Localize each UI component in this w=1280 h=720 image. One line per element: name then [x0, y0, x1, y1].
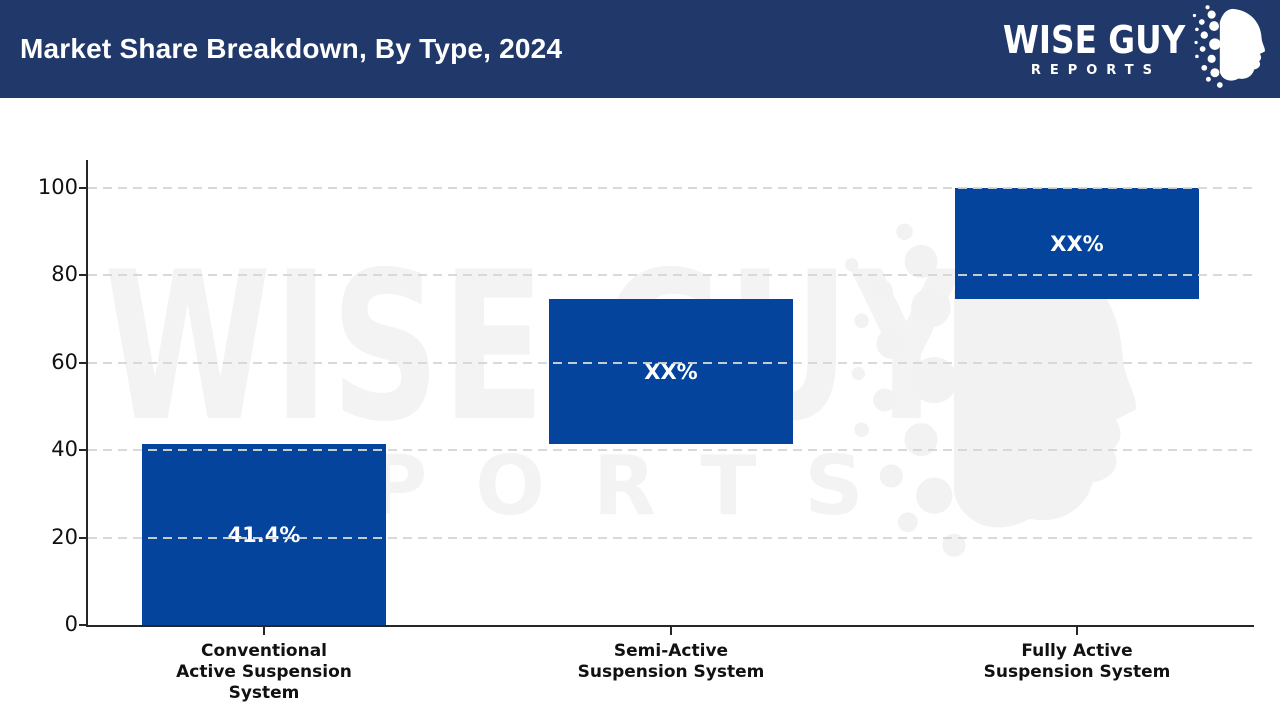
gridline — [88, 361, 1254, 364]
x-tick — [670, 627, 672, 635]
y-tick-label: 20 — [51, 524, 78, 549]
y-tick-label: 100 — [37, 175, 78, 199]
x-category-label-line: System — [228, 683, 300, 703]
y-tick-label: 40 — [51, 437, 78, 462]
y-axis-line — [86, 160, 88, 627]
x-category-label-line: Semi-Active — [613, 641, 729, 661]
x-category-label: Conventional Active Suspension System — [94, 641, 434, 704]
wise-guy-face-icon — [1192, 5, 1265, 88]
y-tick — [79, 624, 87, 626]
y-tick — [79, 536, 87, 539]
x-category-label-line: Active Suspension — [176, 662, 352, 682]
wise-guy-logo: WISE GUY REPORTS — [988, 2, 1270, 96]
y-tick-label: 60 — [51, 349, 78, 374]
x-tick — [263, 627, 265, 635]
y-tick-label: 80 — [51, 262, 78, 287]
y-tick — [79, 361, 87, 364]
gridline — [88, 274, 1254, 277]
logo-text: WISE GUY REPORTS — [988, 21, 1200, 78]
gridline — [88, 187, 1254, 189]
x-tick — [1076, 627, 1078, 635]
logo-subtext: REPORTS — [1030, 62, 1161, 78]
y-tick — [79, 274, 87, 277]
y-tick-label: 0 — [64, 612, 78, 636]
x-category-label: Fully Active Suspension System — [907, 641, 1247, 683]
x-axis-line — [86, 625, 1254, 627]
y-tick — [79, 449, 87, 452]
plot-area: 0 20 40 60 80 100 41.4% Conventional Active Susp… — [0, 98, 1280, 720]
bar-value-label: 41.4% — [227, 522, 301, 547]
gridline — [88, 449, 1254, 452]
header: Market Share Breakdown, By Type, 2024 WI… — [0, 0, 1280, 98]
y-tick — [79, 187, 87, 189]
chart-area: WISE GUY REPORTS 0 20 40 60 80 100 41.4% Conven… — [0, 98, 1280, 720]
bar-segment: 41.4% — [142, 444, 386, 625]
logo-wordmark: WISE GUY — [1002, 17, 1186, 62]
bar-segment: XX% — [955, 188, 1199, 300]
x-category-label-line: Fully Active — [1021, 641, 1133, 661]
chart-title: Market Share Breakdown, By Type, 2024 — [20, 33, 563, 64]
bar-value-label: XX% — [1050, 231, 1104, 256]
bar-segment: XX% — [549, 299, 793, 445]
x-category-label-line: Suspension System — [577, 662, 765, 682]
x-category-label-line: Conventional — [200, 641, 327, 661]
gridline — [88, 536, 1254, 539]
x-category-label: Semi-Active Suspension System — [501, 641, 841, 683]
x-category-label-line: Suspension System — [983, 662, 1171, 682]
